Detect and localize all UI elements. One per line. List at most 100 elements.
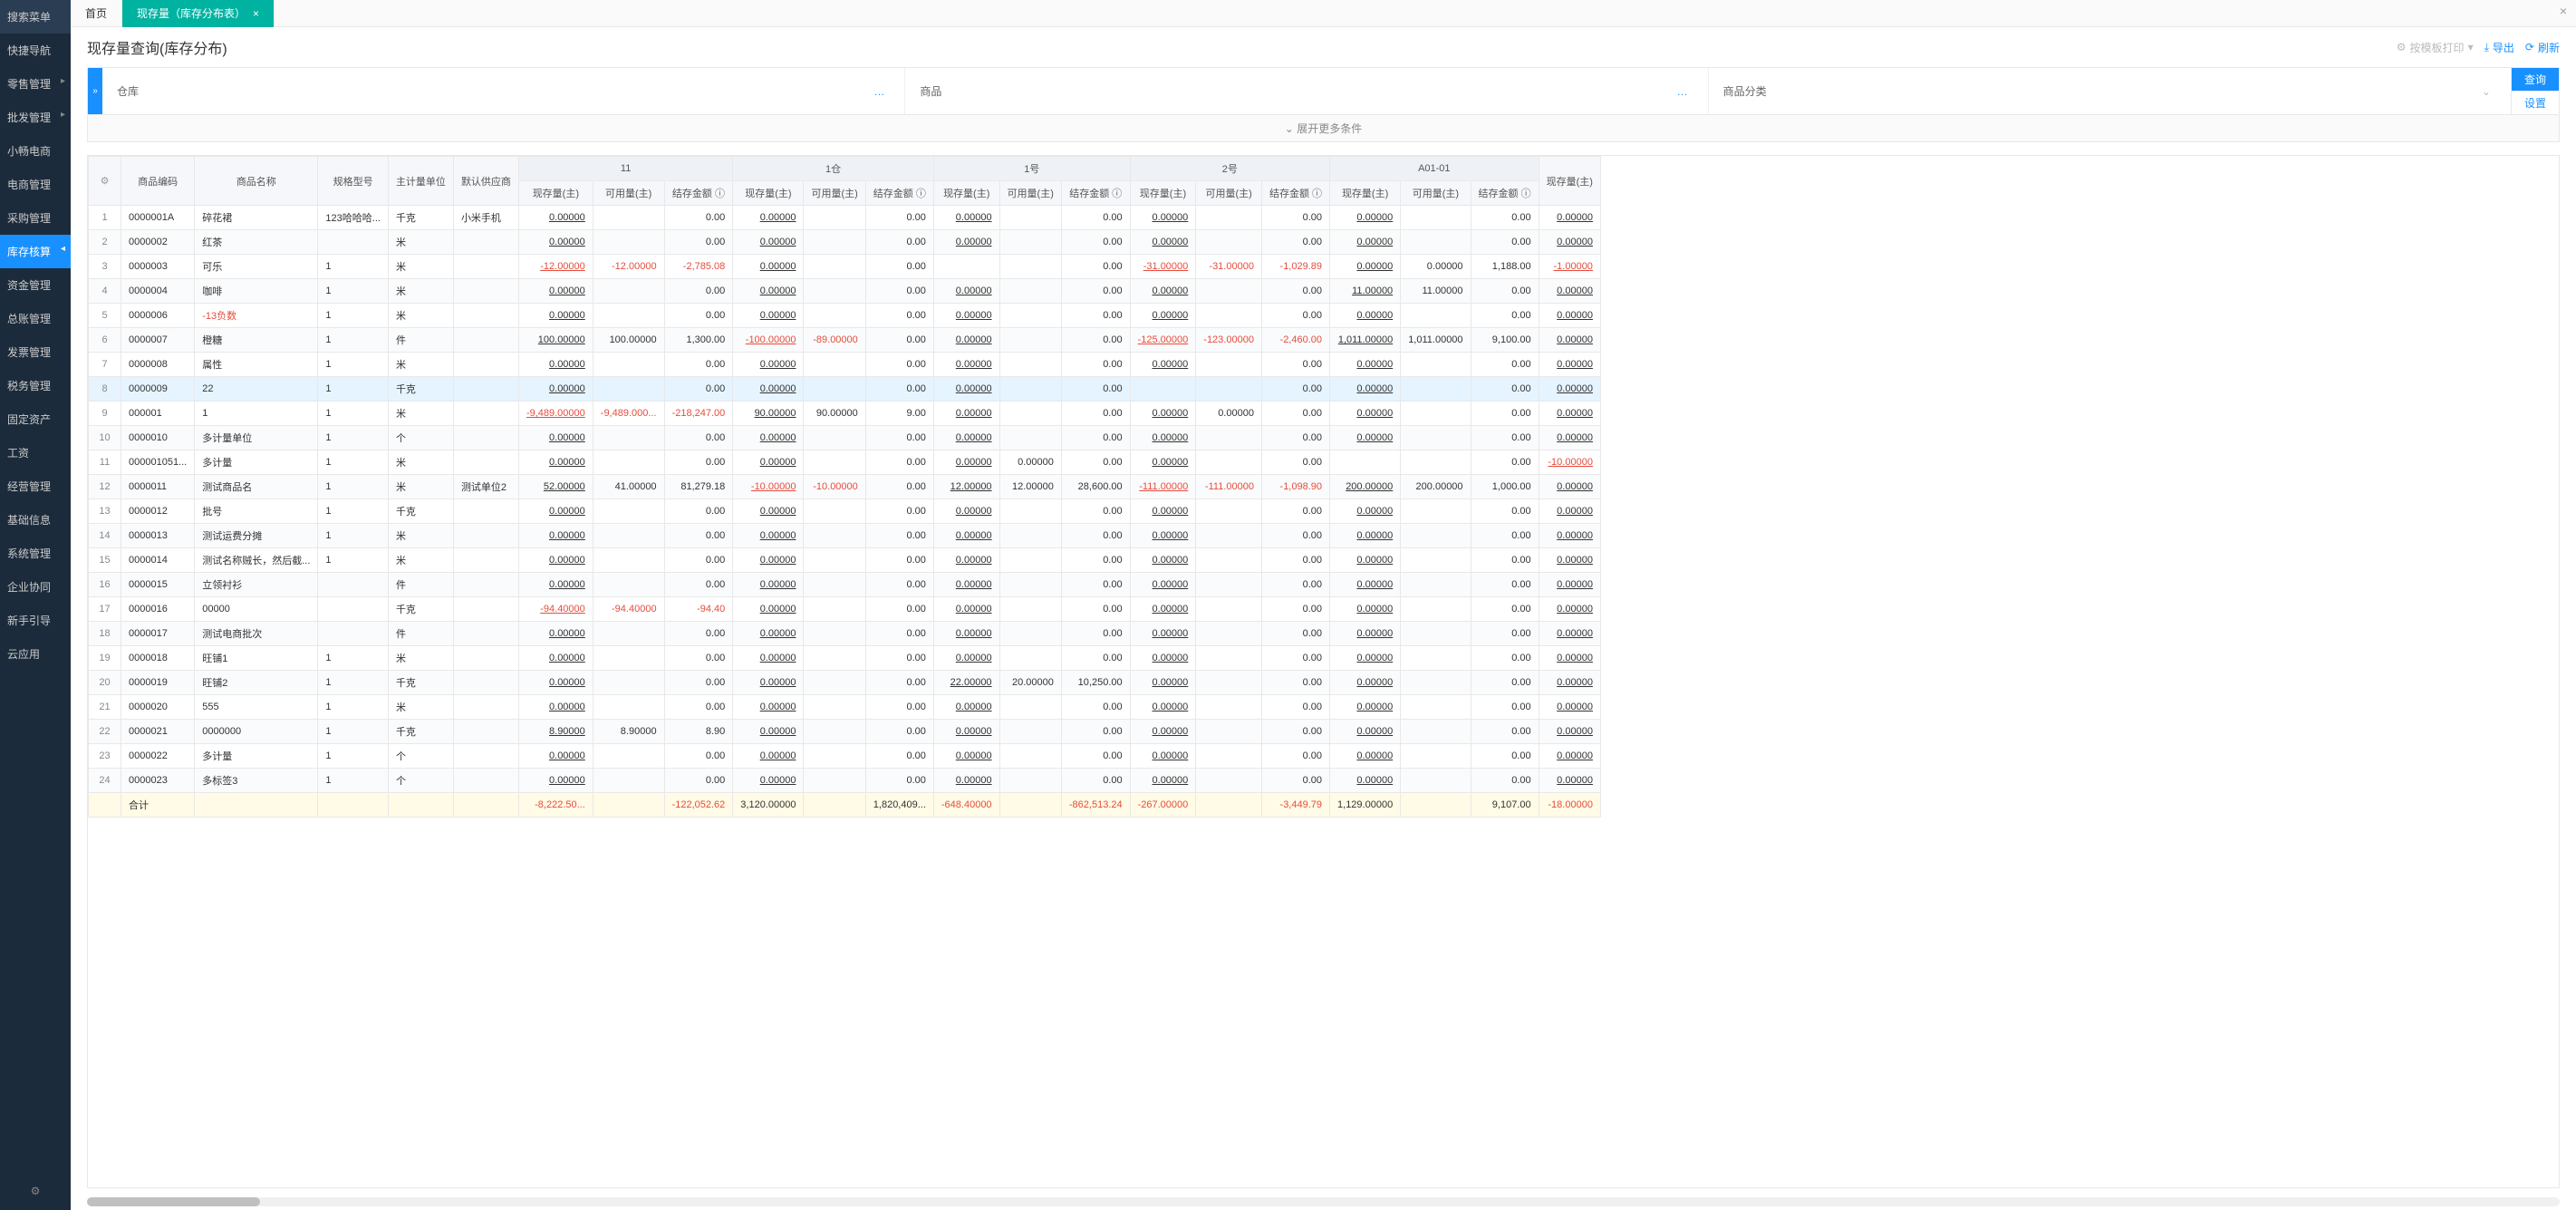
- filter-collapse-handle[interactable]: »: [88, 68, 102, 114]
- table-row[interactable]: 240000023多标签31个0.000000.000.000000.000.0…: [89, 769, 1601, 793]
- cell-link[interactable]: 0.00000: [549, 579, 585, 590]
- filter-settings-button[interactable]: 设置: [2512, 91, 2559, 114]
- filter-field-2[interactable]: 商品分类⌄: [1709, 68, 2511, 114]
- cell-link[interactable]: 0.00000: [1153, 286, 1189, 296]
- sidebar-item-2[interactable]: 零售管理: [0, 67, 71, 101]
- refresh-button[interactable]: ⟳ 刷新: [2525, 40, 2560, 55]
- table-row[interactable]: 230000022多计量1个0.000000.000.000000.000.00…: [89, 744, 1601, 769]
- chevron-down-icon[interactable]: ⌄: [2482, 85, 2496, 98]
- cell-link[interactable]: 0.00000: [1153, 628, 1189, 639]
- cell-link[interactable]: 0.00000: [1557, 432, 1593, 443]
- sidebar-item-14[interactable]: 经营管理: [0, 469, 71, 503]
- cell-link[interactable]: 100.00000: [538, 334, 585, 345]
- cell-link[interactable]: 0.00000: [549, 750, 585, 761]
- cell-link[interactable]: 0.00000: [760, 555, 796, 566]
- cell-link[interactable]: 0.00000: [549, 286, 585, 296]
- cell-link[interactable]: 0.00000: [956, 628, 992, 639]
- cell-link[interactable]: 0.00000: [956, 506, 992, 517]
- table-row[interactable]: 30000003可乐1米-12.00000-12.00000-2,785.080…: [89, 255, 1601, 279]
- cell-link[interactable]: 22.00000: [950, 677, 992, 688]
- cell-link[interactable]: 0.00000: [1557, 359, 1593, 370]
- sidebar-item-9[interactable]: 总账管理: [0, 302, 71, 335]
- cell-link[interactable]: 0.00000: [956, 775, 992, 786]
- cell-link[interactable]: 0.00000: [760, 628, 796, 639]
- cell-link[interactable]: 0.00000: [1557, 653, 1593, 663]
- cell-link[interactable]: 0.00000: [1153, 653, 1189, 663]
- cell-link[interactable]: 0.00000: [1557, 334, 1593, 345]
- cell-link[interactable]: 0.00000: [1153, 677, 1189, 688]
- cell-link[interactable]: 0.00000: [1356, 750, 1393, 761]
- sidebar-item-4[interactable]: 小畅电商: [0, 134, 71, 168]
- cell-link[interactable]: 0.00000: [1153, 506, 1189, 517]
- sidebar-item-3[interactable]: 批发管理: [0, 101, 71, 134]
- cell-link[interactable]: 0.00000: [956, 212, 992, 223]
- cell-link[interactable]: 0.00000: [760, 457, 796, 468]
- cell-link[interactable]: 0.00000: [1153, 310, 1189, 321]
- table-row[interactable]: 190000018旺铺11米0.000000.000.000000.000.00…: [89, 646, 1601, 671]
- cell-link[interactable]: 0.00000: [1356, 359, 1393, 370]
- cell-link[interactable]: 0.00000: [956, 310, 992, 321]
- cell-link[interactable]: 0.00000: [1557, 530, 1593, 541]
- sidebar-item-18[interactable]: 新手引导: [0, 604, 71, 637]
- cell-link[interactable]: 0.00000: [549, 359, 585, 370]
- cell-link[interactable]: 0.00000: [1153, 579, 1189, 590]
- cell-link[interactable]: 0.00000: [956, 383, 992, 394]
- cell-link[interactable]: 0.00000: [956, 702, 992, 712]
- cell-link[interactable]: 0.00000: [760, 726, 796, 737]
- cell-link[interactable]: 0.00000: [760, 212, 796, 223]
- cell-link[interactable]: 0.00000: [1153, 457, 1189, 468]
- tab-close-icon[interactable]: ×: [253, 7, 259, 20]
- cell-link[interactable]: 0.00000: [956, 432, 992, 443]
- sidebar-item-11[interactable]: 税务管理: [0, 369, 71, 402]
- cell-link[interactable]: 0.00000: [760, 261, 796, 272]
- cell-link[interactable]: 0.00000: [956, 408, 992, 419]
- table-row[interactable]: 150000014测试名称贼长，然后截...1米0.000000.000.000…: [89, 548, 1601, 573]
- cell-link[interactable]: 12.00000: [950, 481, 992, 492]
- cell-link[interactable]: 0.00000: [1356, 212, 1393, 223]
- cell-link[interactable]: 52.00000: [544, 481, 585, 492]
- cell-link[interactable]: 0.00000: [760, 579, 796, 590]
- cell-link[interactable]: 0.00000: [549, 530, 585, 541]
- cell-link[interactable]: 0.00000: [1557, 408, 1593, 419]
- cell-link[interactable]: 0.00000: [1557, 555, 1593, 566]
- sidebar-item-6[interactable]: 采购管理: [0, 201, 71, 235]
- cell-link[interactable]: 0.00000: [1153, 359, 1189, 370]
- cell-link[interactable]: 0.00000: [1153, 604, 1189, 615]
- cell-link[interactable]: 0.00000: [1356, 408, 1393, 419]
- cell-link[interactable]: 0.00000: [1557, 212, 1593, 223]
- cell-link[interactable]: 0.00000: [1153, 237, 1189, 247]
- cell-link[interactable]: 0.00000: [1356, 604, 1393, 615]
- cell-link[interactable]: 0.00000: [1557, 628, 1593, 639]
- cell-link[interactable]: 0.00000: [1356, 555, 1393, 566]
- cell-link[interactable]: 0.00000: [1153, 702, 1189, 712]
- cell-link[interactable]: -94.40000: [540, 604, 585, 615]
- cell-link[interactable]: 0.00000: [1557, 310, 1593, 321]
- cell-link[interactable]: 0.00000: [1153, 408, 1189, 419]
- cell-link[interactable]: -125.00000: [1138, 334, 1189, 345]
- cell-link[interactable]: 8.90000: [549, 726, 585, 737]
- cell-link[interactable]: 0.00000: [760, 286, 796, 296]
- filter-field-0[interactable]: 仓库…: [102, 68, 905, 114]
- table-settings-icon[interactable]: ⚙: [89, 157, 121, 206]
- cell-link[interactable]: 0.00000: [549, 457, 585, 468]
- query-button[interactable]: 查询: [2512, 68, 2559, 91]
- cell-link[interactable]: -10.00000: [1548, 457, 1593, 468]
- cell-link[interactable]: 0.00000: [760, 383, 796, 394]
- sidebar-item-12[interactable]: 固定资产: [0, 402, 71, 436]
- cell-link[interactable]: 0.00000: [760, 750, 796, 761]
- tabs-close-all-icon[interactable]: ×: [2560, 4, 2567, 18]
- cell-link[interactable]: 0.00000: [760, 530, 796, 541]
- cell-link[interactable]: 0.00000: [549, 506, 585, 517]
- table-row[interactable]: 100000010多计量单位1个0.000000.000.000000.000.…: [89, 426, 1601, 450]
- cell-link[interactable]: 0.00000: [549, 432, 585, 443]
- table-row[interactable]: 80000009221千克0.000000.000.000000.000.000…: [89, 377, 1601, 402]
- cell-link[interactable]: 0.00000: [1557, 775, 1593, 786]
- cell-link[interactable]: 0.00000: [760, 506, 796, 517]
- cell-link[interactable]: -31.00000: [1143, 261, 1189, 272]
- cell-link[interactable]: 0.00000: [1557, 383, 1593, 394]
- table-row[interactable]: 70000008属性1米0.000000.000.000000.000.0000…: [89, 353, 1601, 377]
- cell-link[interactable]: 0.00000: [956, 237, 992, 247]
- cell-link[interactable]: 0.00000: [760, 653, 796, 663]
- cell-link[interactable]: 0.00000: [549, 383, 585, 394]
- export-button[interactable]: ⤓ 导出: [2484, 40, 2514, 55]
